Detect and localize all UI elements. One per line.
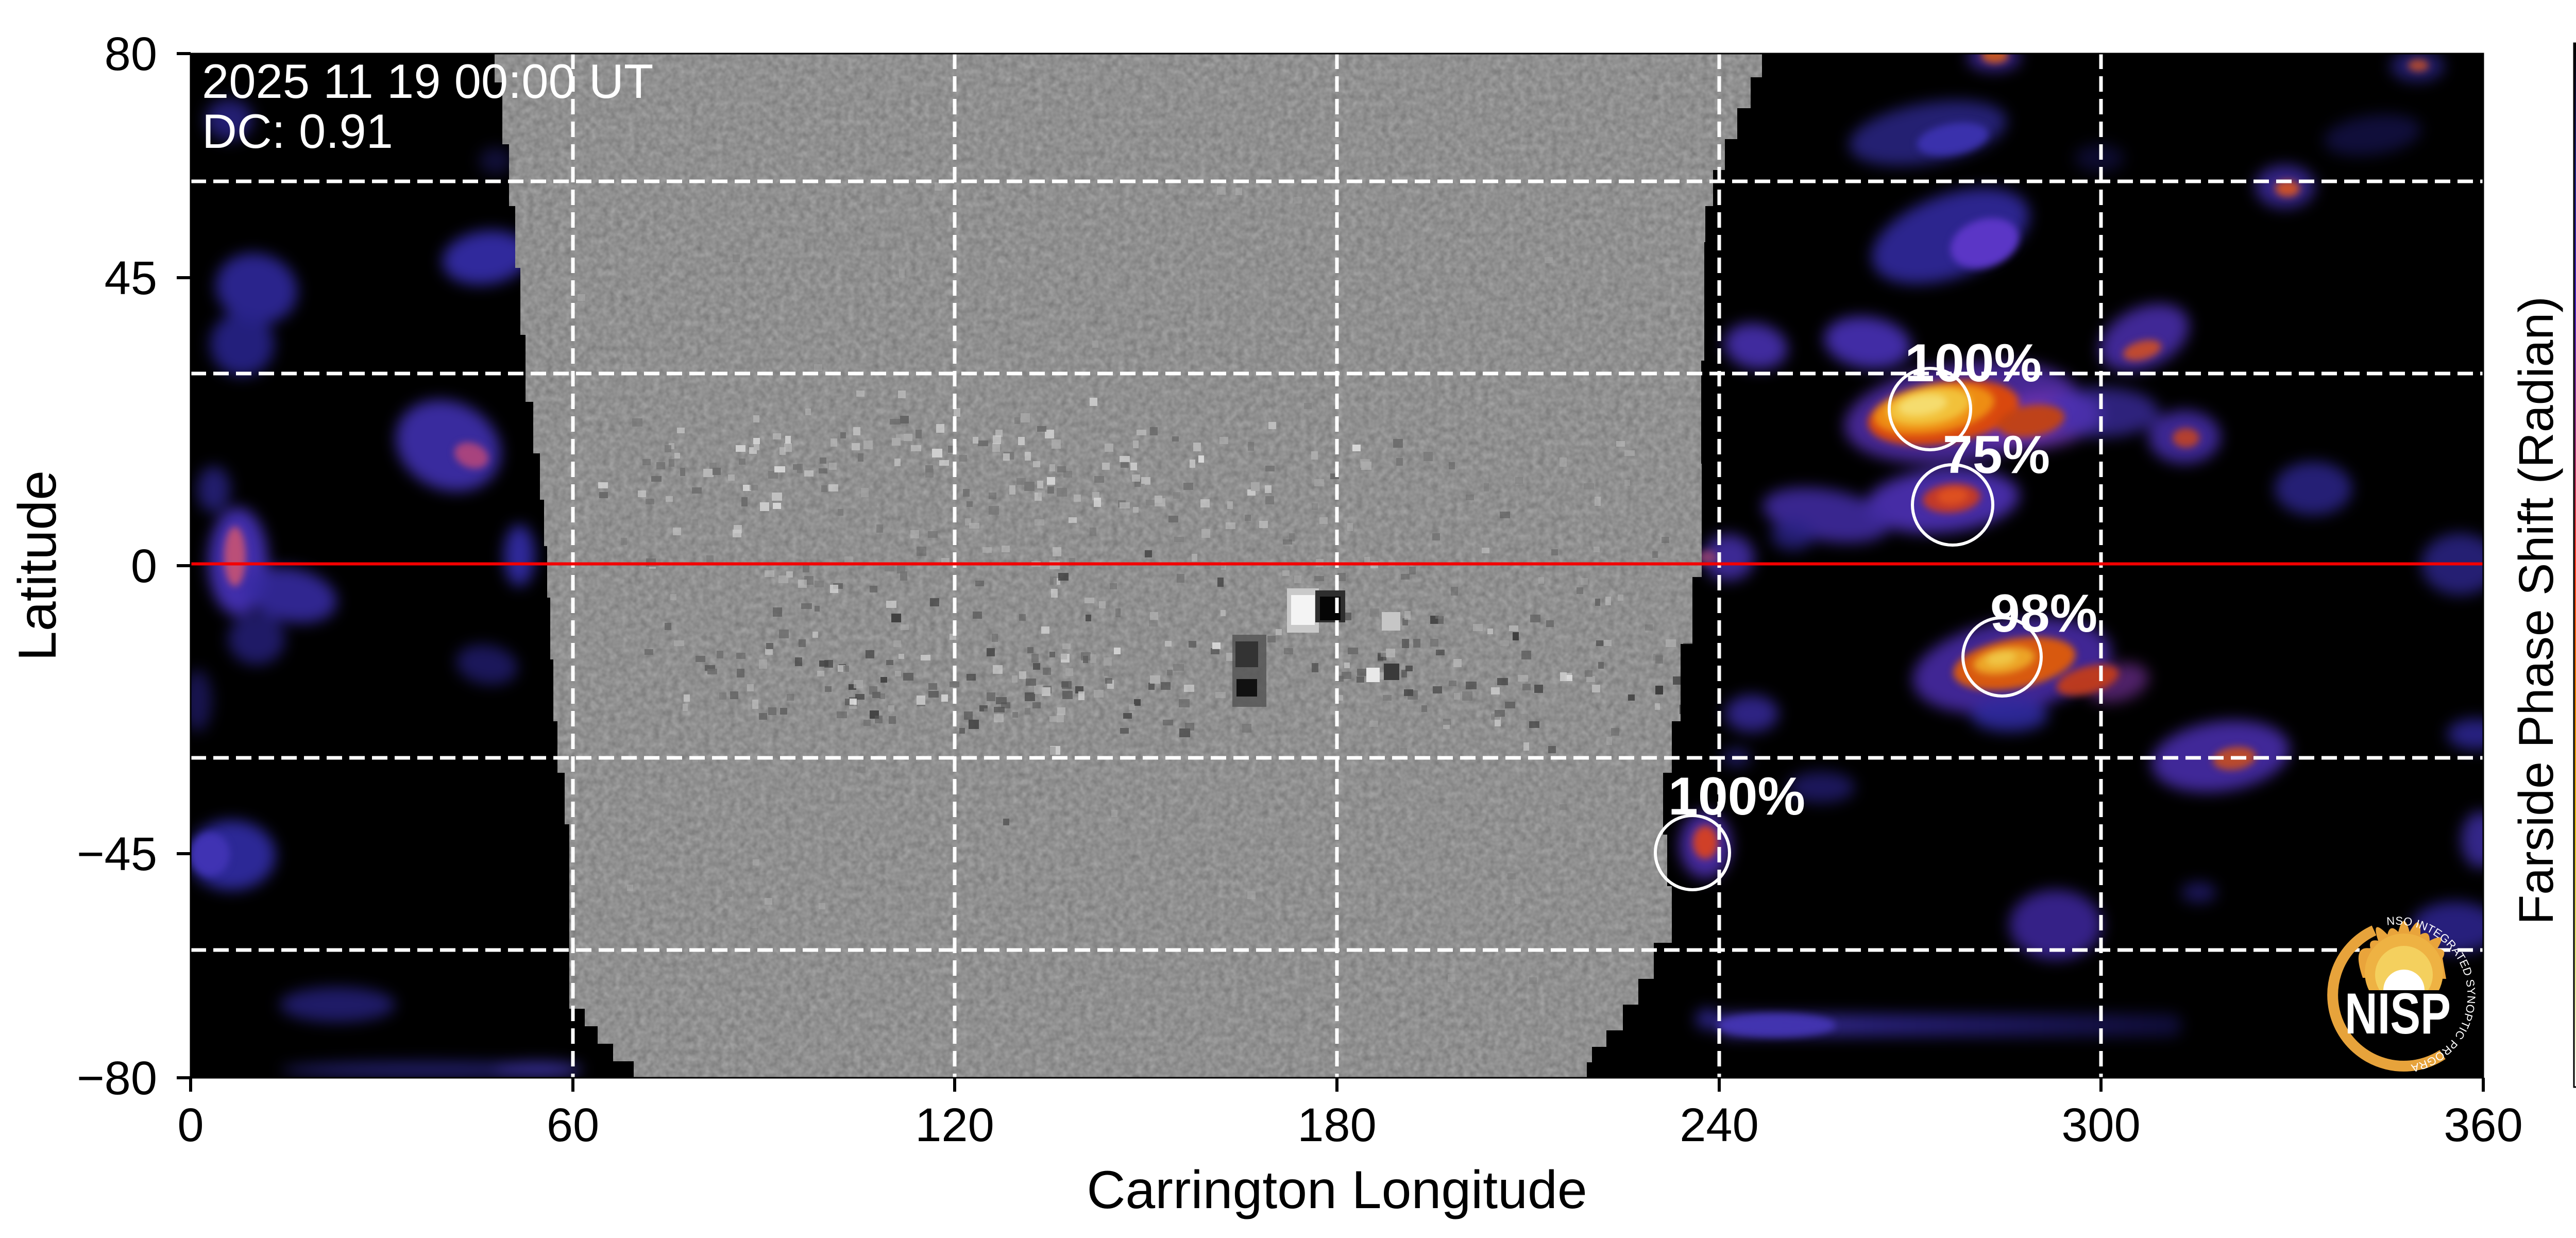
svg-text:Latitude: Latitude — [8, 470, 67, 661]
svg-text:98%: 98% — [1990, 584, 2097, 643]
svg-text:60: 60 — [547, 1099, 599, 1151]
svg-text:−45: −45 — [77, 828, 157, 880]
svg-text:180: 180 — [1297, 1099, 1377, 1151]
svg-text:−80: −80 — [77, 1052, 157, 1105]
svg-text:360: 360 — [2444, 1099, 2523, 1151]
svg-text:100%: 100% — [1905, 333, 2042, 393]
svg-text:120: 120 — [915, 1099, 994, 1151]
svg-text:2025 11 19 00:00 UT: 2025 11 19 00:00 UT — [202, 54, 653, 108]
svg-text:0: 0 — [131, 540, 157, 592]
svg-text:240: 240 — [1680, 1099, 1759, 1151]
svg-text:300: 300 — [2061, 1099, 2141, 1151]
svg-text:75%: 75% — [1943, 425, 2050, 485]
svg-text:Farside Phase Shift (Radian): Farside Phase Shift (Radian) — [2509, 296, 2564, 925]
svg-text:NISP: NISP — [2345, 981, 2451, 1046]
svg-text:80: 80 — [105, 28, 157, 80]
svg-text:100%: 100% — [1668, 767, 1805, 826]
svg-text:0: 0 — [177, 1099, 204, 1151]
svg-text:45: 45 — [105, 252, 157, 304]
svg-text:Carrington Longitude: Carrington Longitude — [1087, 1160, 1587, 1220]
svg-text:DC: 0.91: DC: 0.91 — [202, 104, 393, 158]
